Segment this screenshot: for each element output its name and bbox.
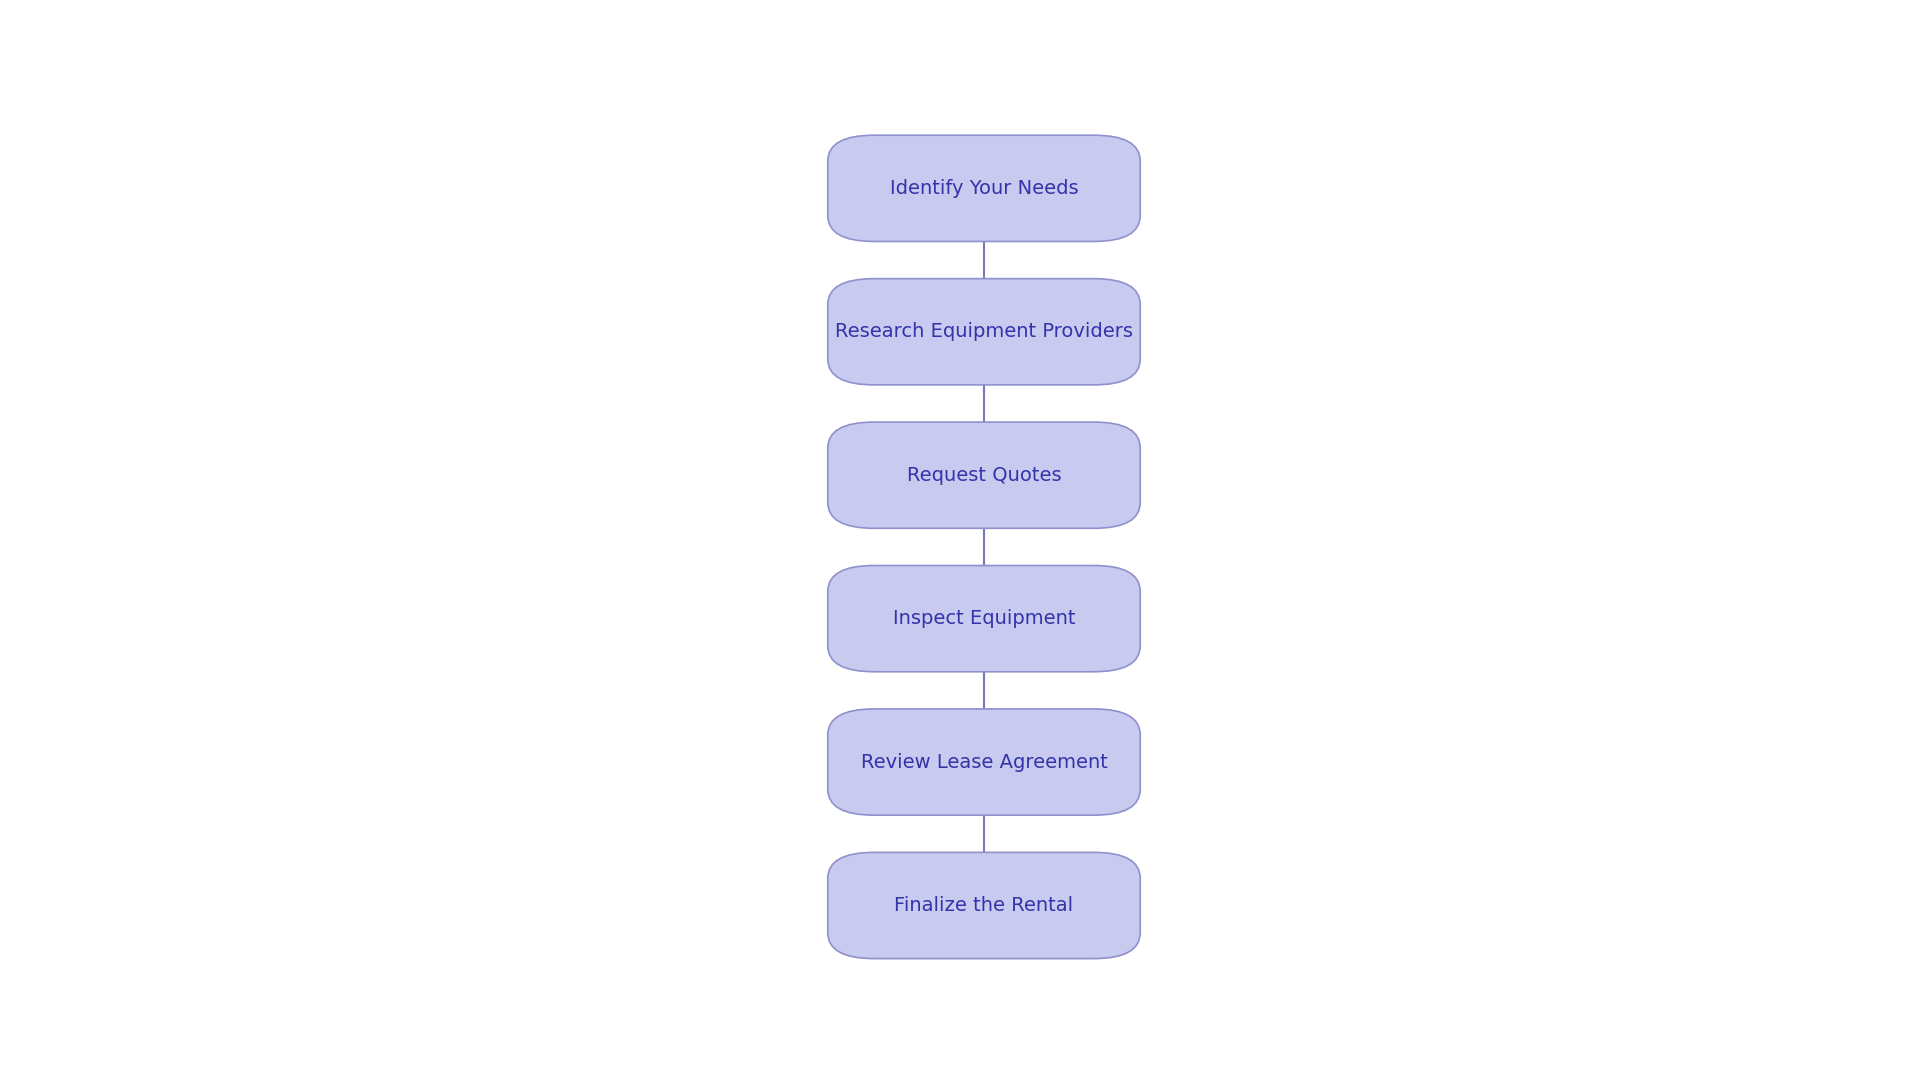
Text: Research Equipment Providers: Research Equipment Providers [835,323,1133,341]
Text: Inspect Equipment: Inspect Equipment [893,609,1075,628]
FancyBboxPatch shape [828,709,1140,815]
FancyBboxPatch shape [828,278,1140,384]
FancyBboxPatch shape [828,565,1140,671]
Text: Review Lease Agreement: Review Lease Agreement [860,753,1108,771]
FancyBboxPatch shape [828,135,1140,242]
Text: Request Quotes: Request Quotes [906,466,1062,485]
FancyBboxPatch shape [828,852,1140,958]
Text: Finalize the Rental: Finalize the Rental [895,896,1073,915]
FancyBboxPatch shape [828,422,1140,529]
Text: Identify Your Needs: Identify Your Needs [889,179,1079,198]
